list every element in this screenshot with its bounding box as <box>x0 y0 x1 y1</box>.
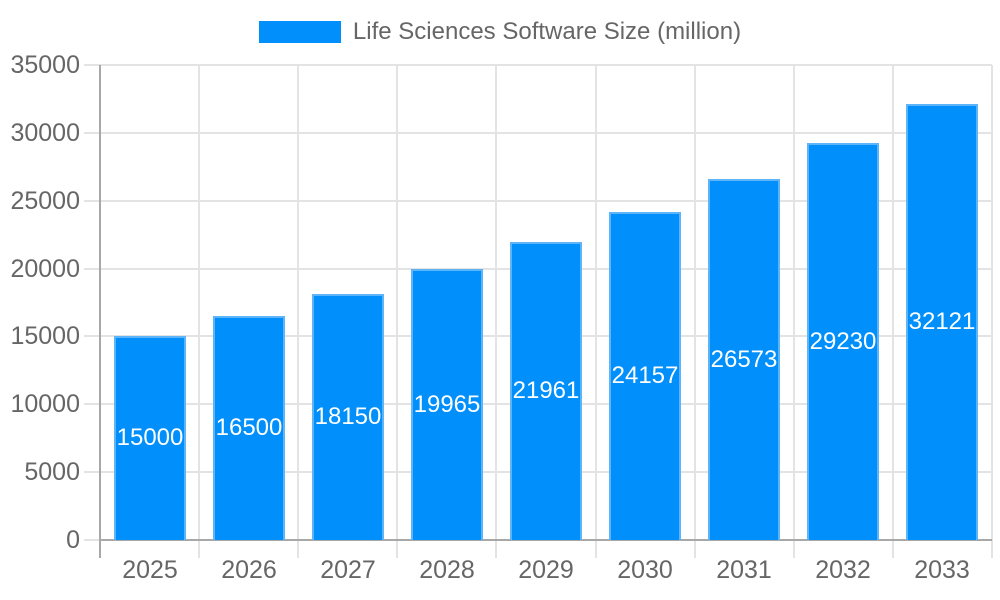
bar-value-label: 18150 <box>314 403 382 430</box>
x-axis-tick <box>793 540 795 558</box>
bar-2027[interactable] <box>312 294 384 540</box>
grid-line-vertical <box>595 65 597 540</box>
grid-line-vertical <box>396 65 398 540</box>
bar-2032[interactable] <box>807 143 879 540</box>
x-axis-label-2029: 2029 <box>518 556 574 584</box>
x-axis-label-2030: 2030 <box>617 556 673 584</box>
legend-marker <box>258 21 341 43</box>
x-axis-label-2026: 2026 <box>221 556 277 584</box>
x-axis-tick <box>595 540 597 558</box>
x-axis-label-2033: 2033 <box>914 556 970 584</box>
y-axis-tick <box>84 539 100 541</box>
grid-line-vertical <box>793 65 795 540</box>
y-axis-label: 30000 <box>10 119 80 147</box>
legend[interactable]: Life Sciences Software Size (million) <box>0 16 1000 48</box>
x-axis-label-2025: 2025 <box>122 556 178 584</box>
bar-value-label: 26573 <box>710 346 778 373</box>
bar-2033[interactable] <box>906 104 978 540</box>
bar-value-label: 24157 <box>611 362 679 389</box>
bar-2029[interactable] <box>510 242 582 540</box>
x-axis-tick <box>297 540 299 558</box>
y-axis-label: 35000 <box>10 51 80 79</box>
bar-value-label: 29230 <box>809 328 877 355</box>
bar-2025[interactable] <box>114 336 186 540</box>
y-axis-label: 20000 <box>10 255 80 283</box>
x-axis-tick <box>396 540 398 558</box>
x-axis-tick <box>694 540 696 558</box>
grid-line-vertical <box>495 65 497 540</box>
bar-2031[interactable] <box>708 179 780 540</box>
x-axis-label-2027: 2027 <box>320 556 376 584</box>
x-axis-label-2032: 2032 <box>815 556 871 584</box>
grid-line-horizontal <box>84 64 992 66</box>
y-axis-label: 0 <box>66 526 80 554</box>
x-axis-tick <box>495 540 497 558</box>
grid-line-vertical <box>991 65 993 540</box>
bar-2028[interactable] <box>411 269 483 540</box>
y-axis-label: 25000 <box>10 187 80 215</box>
bar-2030[interactable] <box>609 212 681 540</box>
bar-value-label: 32121 <box>908 308 976 335</box>
x-axis-label-2028: 2028 <box>419 556 475 584</box>
bar-value-label: 15000 <box>116 424 184 451</box>
grid-line-horizontal <box>84 200 992 202</box>
y-axis-label: 15000 <box>10 322 80 350</box>
x-axis-tick <box>991 540 993 558</box>
x-axis-tick <box>198 540 200 558</box>
y-axis-label: 5000 <box>24 458 80 486</box>
grid-line-horizontal <box>84 132 992 134</box>
x-axis-tick <box>892 540 894 558</box>
grid-line-vertical <box>297 65 299 540</box>
bar-value-label: 16500 <box>215 414 283 441</box>
grid-line-vertical <box>694 65 696 540</box>
x-axis-line <box>100 539 992 541</box>
grid-line-vertical <box>198 65 200 540</box>
x-axis-label-2031: 2031 <box>716 556 772 584</box>
bar-value-label: 21961 <box>512 377 580 404</box>
y-axis-label: 10000 <box>10 390 80 418</box>
grid-line-vertical <box>892 65 894 540</box>
y-axis-line <box>99 65 101 558</box>
bar-2026[interactable] <box>213 316 285 540</box>
legend-label: Life Sciences Software Size (million) <box>352 18 742 45</box>
bar-value-label: 19965 <box>413 391 481 418</box>
